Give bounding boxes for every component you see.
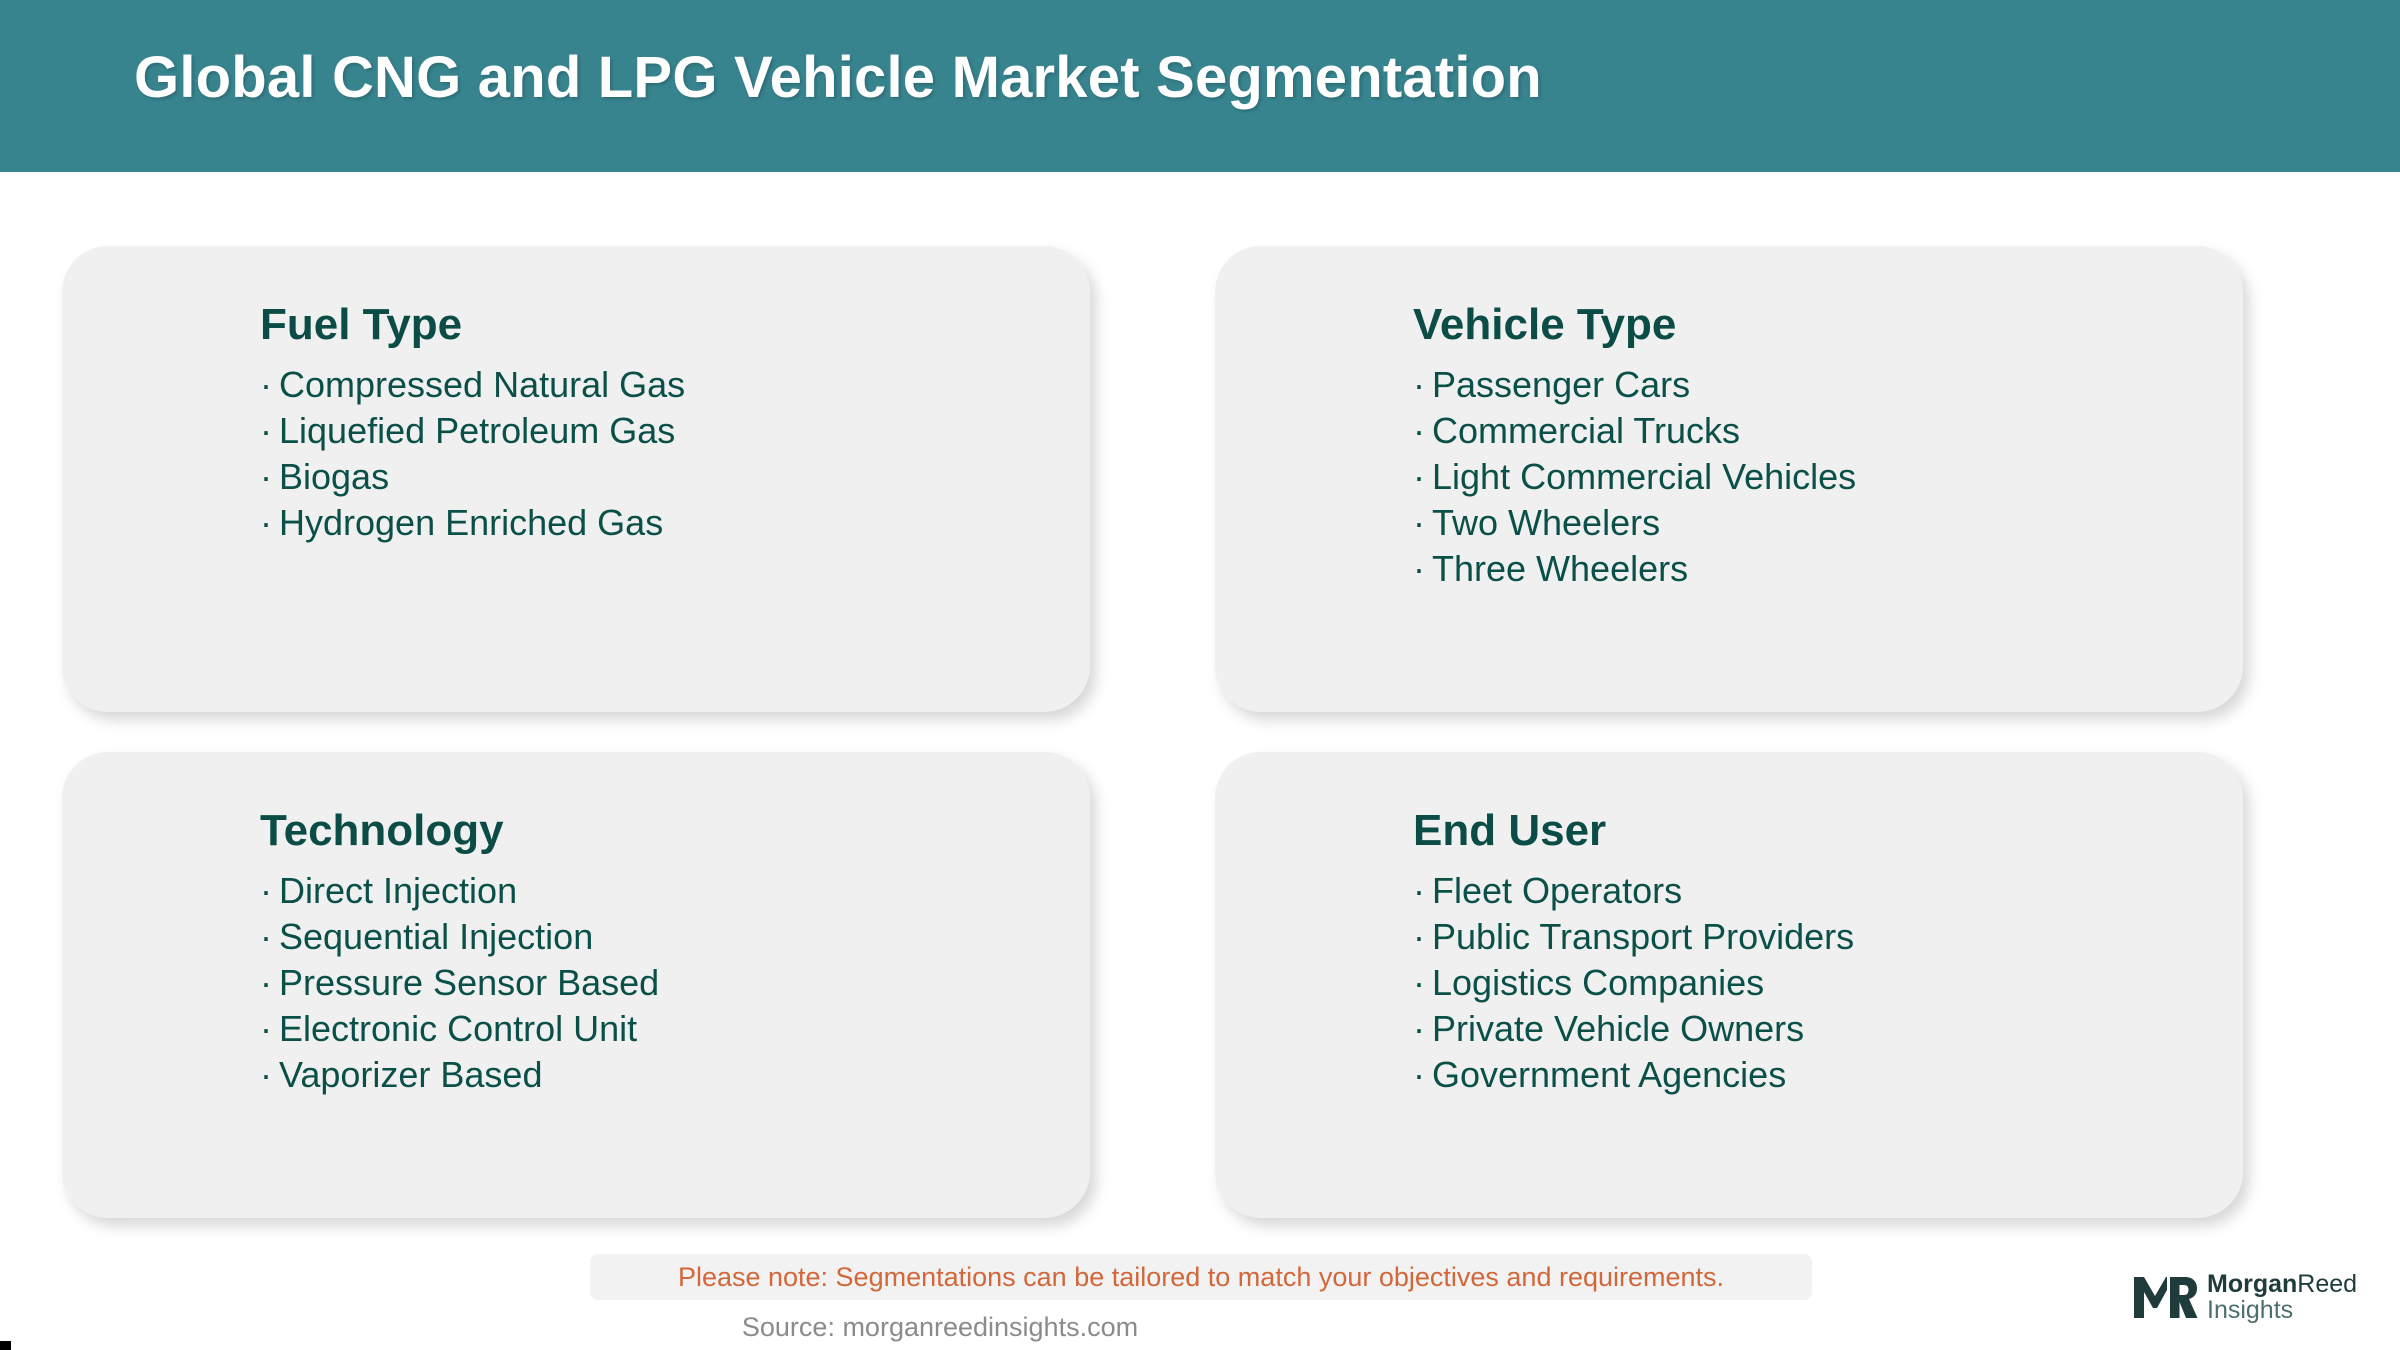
list-item-label: Compressed Natural Gas — [279, 364, 686, 406]
card-item-list: · Fleet Operators · Public Transport Pro… — [1413, 868, 2203, 1098]
bullet-icon: · — [260, 916, 272, 958]
list-item-label: Three Wheelers — [1432, 548, 1689, 590]
bullet-icon: · — [1413, 364, 1425, 406]
card-title: Technology — [260, 806, 504, 855]
bullet-icon: · — [260, 962, 272, 1004]
bullet-icon: · — [260, 502, 272, 544]
list-item-label: Government Agencies — [1432, 1054, 1787, 1096]
list-item: · Logistics Companies — [1413, 960, 2203, 1006]
list-item: · Three Wheelers — [1413, 546, 2203, 592]
list-item-label: Commercial Trucks — [1432, 410, 1741, 452]
bullet-icon: · — [1413, 1054, 1425, 1096]
bullet-icon: · — [1413, 502, 1425, 544]
list-item-label: Fleet Operators — [1432, 870, 1683, 912]
card-content: Vehicle Type · Passenger Cars · Commerci… — [1413, 300, 2203, 592]
bullet-icon: · — [260, 410, 272, 452]
list-item: · Compressed Natural Gas — [260, 362, 1050, 408]
list-item: · Direct Injection — [260, 868, 1050, 914]
list-item: · Two Wheelers — [1413, 500, 2203, 546]
card-content: Technology · Direct Injection · Sequenti… — [260, 806, 1050, 1098]
bullet-icon: · — [1413, 548, 1425, 590]
bullet-icon: · — [1413, 870, 1425, 912]
card-title: Vehicle Type — [1413, 300, 1677, 349]
list-item-label: Direct Injection — [279, 870, 518, 912]
card-item-list: · Compressed Natural Gas · Liquefied Pet… — [260, 362, 1050, 546]
list-item-label: Public Transport Providers — [1432, 916, 1855, 958]
list-item-label: Private Vehicle Owners — [1432, 1008, 1805, 1050]
logo-wordmark: MorganReed Insights — [2207, 1271, 2357, 1323]
list-item: · Public Transport Providers — [1413, 914, 2203, 960]
logo-name-regular: Reed — [2297, 1270, 2358, 1298]
bullet-icon: · — [260, 1008, 272, 1050]
page-header: Global CNG and LPG Vehicle Market Segmen… — [0, 0, 2400, 172]
bullet-icon: · — [1413, 916, 1425, 958]
list-item: · Passenger Cars — [1413, 362, 2203, 408]
bullet-icon: · — [260, 1054, 272, 1096]
list-item: · Commercial Trucks — [1413, 408, 2203, 454]
list-item: · Electronic Control Unit — [260, 1006, 1050, 1052]
list-item: · Pressure Sensor Based — [260, 960, 1050, 1006]
list-item-label: Liquefied Petroleum Gas — [279, 410, 676, 452]
list-item-label: Pressure Sensor Based — [279, 962, 660, 1004]
logo-name-bold: Morgan — [2207, 1270, 2298, 1298]
segmentation-card-grid: Fuel Type · Compressed Natural Gas · Liq… — [0, 172, 2400, 1232]
list-item-label: Light Commercial Vehicles — [1432, 456, 1857, 498]
card-item-list: · Direct Injection · Sequential Injectio… — [260, 868, 1050, 1098]
segmentation-card-end-user: End User · Fleet Operators · Public Tran… — [1215, 752, 2243, 1218]
bullet-icon: · — [1413, 1008, 1425, 1050]
logo-tagline: Insights — [2207, 1296, 2294, 1324]
card-title: End User — [1413, 806, 1607, 855]
mr-monogram-icon — [2132, 1275, 2198, 1319]
list-item-label: Two Wheelers — [1432, 502, 1661, 544]
page-footer: Please note: Segmentations can be tailor… — [0, 1232, 2400, 1350]
list-item: · Hydrogen Enriched Gas — [260, 500, 1050, 546]
bullet-icon: · — [1413, 962, 1425, 1004]
bullet-icon: · — [260, 456, 272, 498]
list-item: · Government Agencies — [1413, 1052, 2203, 1098]
list-item: · Biogas — [260, 454, 1050, 500]
card-item-list: · Passenger Cars · Commercial Trucks · L… — [1413, 362, 2203, 592]
segmentation-card-vehicle-type: Vehicle Type · Passenger Cars · Commerci… — [1215, 246, 2243, 712]
bullet-icon: · — [260, 870, 272, 912]
source-attribution: Source: morganreedinsights.com — [741, 1312, 1139, 1342]
tailoring-note-badge: Please note: Segmentations can be tailor… — [590, 1254, 1812, 1300]
list-item-label: Vaporizer Based — [279, 1054, 543, 1096]
list-item-label: Logistics Companies — [1432, 962, 1765, 1004]
list-item-label: Sequential Injection — [279, 916, 594, 958]
list-item: · Liquefied Petroleum Gas — [260, 408, 1050, 454]
list-item-label: Biogas — [279, 456, 390, 498]
page-title: Global CNG and LPG Vehicle Market Segmen… — [134, 45, 1542, 110]
tailoring-note-text: Please note: Segmentations can be tailor… — [677, 1261, 1725, 1292]
segmentation-card-fuel-type: Fuel Type · Compressed Natural Gas · Liq… — [62, 246, 1090, 712]
list-item-label: Electronic Control Unit — [279, 1008, 638, 1050]
bullet-icon: · — [1413, 456, 1425, 498]
edge-artifact — [0, 1341, 11, 1350]
brand-logo: MorganReed Insights — [2132, 1266, 2372, 1328]
card-title: Fuel Type — [260, 300, 463, 349]
list-item: · Private Vehicle Owners — [1413, 1006, 2203, 1052]
segmentation-card-technology: Technology · Direct Injection · Sequenti… — [62, 752, 1090, 1218]
logo-company-name: MorganReed — [2207, 1271, 2357, 1297]
list-item: · Light Commercial Vehicles — [1413, 454, 2203, 500]
list-item: · Vaporizer Based — [260, 1052, 1050, 1098]
list-item-label: Hydrogen Enriched Gas — [279, 502, 664, 544]
bullet-icon: · — [1413, 410, 1425, 452]
card-content: End User · Fleet Operators · Public Tran… — [1413, 806, 2203, 1098]
list-item: · Sequential Injection — [260, 914, 1050, 960]
card-content: Fuel Type · Compressed Natural Gas · Liq… — [260, 300, 1050, 546]
list-item-label: Passenger Cars — [1432, 364, 1691, 406]
list-item: · Fleet Operators — [1413, 868, 2203, 914]
bullet-icon: · — [260, 364, 272, 406]
